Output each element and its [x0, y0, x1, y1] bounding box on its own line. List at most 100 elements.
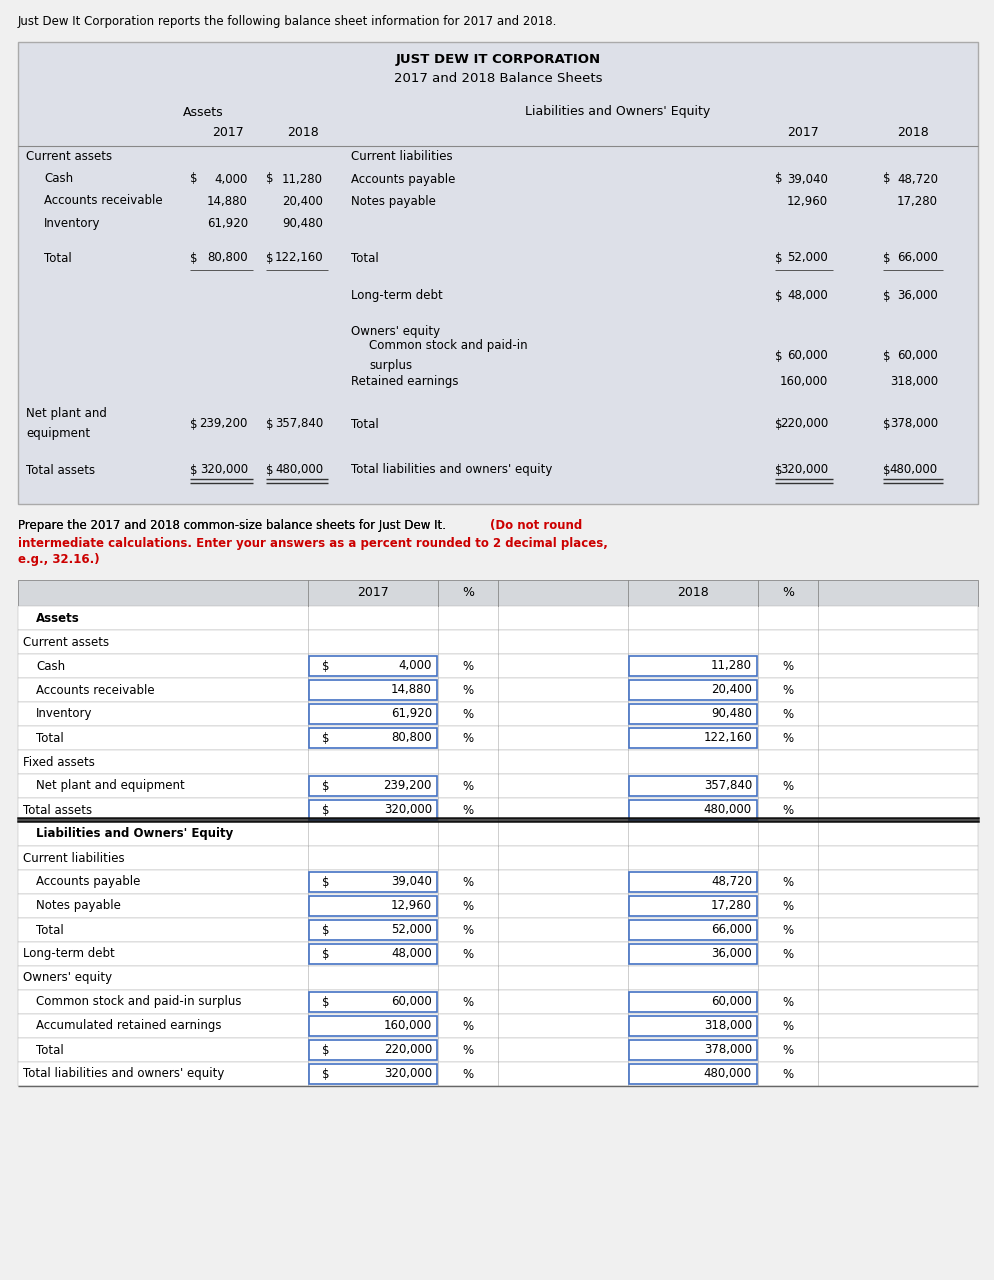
Text: 61,920: 61,920 [207, 216, 248, 229]
Text: $: $ [322, 731, 329, 745]
Bar [628, 704, 756, 724]
Text: 122,160: 122,160 [274, 251, 323, 265]
Bar [18, 630, 977, 654]
Text: Accounts payable: Accounts payable [36, 876, 140, 888]
Text: $: $ [265, 173, 273, 186]
Bar [18, 918, 977, 942]
Bar [309, 728, 436, 748]
Text: $: $ [322, 659, 329, 672]
Text: 39,040: 39,040 [786, 173, 827, 186]
Text: 36,000: 36,000 [711, 947, 751, 960]
Text: Common stock and paid-in: Common stock and paid-in [369, 339, 527, 352]
Text: $: $ [322, 804, 329, 817]
Text: 357,840: 357,840 [703, 780, 751, 792]
Text: $: $ [774, 463, 781, 476]
Text: Just Dew It Corporation reports the following balance sheet information for 2017: Just Dew It Corporation reports the foll… [18, 15, 557, 28]
Text: 2017: 2017 [357, 586, 389, 599]
Bar [18, 846, 977, 870]
Text: equipment: equipment [26, 428, 90, 440]
Text: 14,880: 14,880 [391, 684, 431, 696]
Text: Total liabilities and owners' equity: Total liabilities and owners' equity [23, 1068, 225, 1080]
Bar [18, 42, 977, 504]
Text: Total: Total [36, 731, 64, 745]
Text: 378,000: 378,000 [889, 417, 937, 430]
Bar [309, 1016, 436, 1036]
Bar [18, 1062, 977, 1085]
Text: Owners' equity: Owners' equity [351, 325, 439, 338]
Text: 14,880: 14,880 [207, 195, 248, 207]
Text: $: $ [190, 417, 197, 430]
Text: $: $ [322, 923, 329, 937]
Text: $: $ [322, 1068, 329, 1080]
Text: 17,280: 17,280 [897, 195, 937, 207]
Text: %: % [781, 996, 793, 1009]
Text: %: % [781, 804, 793, 817]
Bar [18, 942, 977, 966]
Text: Prepare the 2017 and 2018 common-size balance sheets for Just Dew It.: Prepare the 2017 and 2018 common-size ba… [18, 520, 449, 532]
Text: $: $ [774, 289, 781, 302]
Bar [18, 605, 977, 630]
Bar [18, 822, 977, 846]
Text: %: % [462, 804, 473, 817]
Bar [18, 750, 977, 774]
Text: $: $ [322, 876, 329, 888]
Text: 2018: 2018 [677, 586, 708, 599]
Text: Total assets: Total assets [26, 463, 95, 476]
Bar [309, 704, 436, 724]
Text: Long-term debt: Long-term debt [23, 947, 114, 960]
Bar [18, 701, 977, 726]
Text: $: $ [882, 289, 890, 302]
Text: $: $ [882, 463, 890, 476]
Bar [18, 580, 977, 1091]
Text: 66,000: 66,000 [897, 251, 937, 265]
Bar [309, 655, 436, 676]
Text: 20,400: 20,400 [282, 195, 323, 207]
Text: Common stock and paid-in surplus: Common stock and paid-in surplus [36, 996, 242, 1009]
Text: $: $ [190, 251, 197, 265]
Text: $: $ [265, 463, 273, 476]
Text: Total: Total [44, 251, 72, 265]
Text: Assets: Assets [36, 612, 80, 625]
Text: $: $ [322, 780, 329, 792]
Bar [18, 580, 977, 605]
Text: Accounts receivable: Accounts receivable [44, 195, 162, 207]
Bar [18, 726, 977, 750]
Text: $: $ [774, 349, 781, 362]
Text: Prepare the 2017 and 2018 common-size balance sheets for Just Dew It.: Prepare the 2017 and 2018 common-size ba… [18, 520, 449, 532]
Text: %: % [781, 1043, 793, 1056]
Text: Inventory: Inventory [44, 216, 100, 229]
Text: Current liabilities: Current liabilities [23, 851, 124, 864]
Bar [628, 920, 756, 940]
Text: %: % [781, 1068, 793, 1080]
Bar [18, 678, 977, 701]
Text: %: % [781, 731, 793, 745]
Text: $: $ [882, 349, 890, 362]
Bar [18, 1038, 977, 1062]
Text: surplus: surplus [369, 360, 412, 372]
Bar [628, 776, 756, 796]
Text: 12,960: 12,960 [786, 195, 827, 207]
Text: Current liabilities: Current liabilities [351, 151, 452, 164]
Text: 39,040: 39,040 [391, 876, 431, 888]
Text: 480,000: 480,000 [889, 463, 937, 476]
Text: %: % [462, 731, 473, 745]
Text: %: % [781, 947, 793, 960]
Text: 11,280: 11,280 [711, 659, 751, 672]
Bar [309, 896, 436, 916]
Text: 80,800: 80,800 [207, 251, 248, 265]
Text: intermediate calculations. Enter your answers as a percent rounded to 2 decimal : intermediate calculations. Enter your an… [18, 536, 607, 549]
Text: Liabilities and Owners' Equity: Liabilities and Owners' Equity [525, 105, 710, 119]
Text: 90,480: 90,480 [282, 216, 323, 229]
Text: %: % [462, 996, 473, 1009]
Text: Notes payable: Notes payable [351, 195, 435, 207]
Bar [309, 945, 436, 964]
Bar [628, 728, 756, 748]
Text: 11,280: 11,280 [281, 173, 323, 186]
Text: 122,160: 122,160 [703, 731, 751, 745]
Text: Total: Total [36, 1043, 64, 1056]
Text: 90,480: 90,480 [711, 708, 751, 721]
Text: 2017: 2017 [786, 125, 818, 138]
Text: 2018: 2018 [287, 125, 318, 138]
Text: Total liabilities and owners' equity: Total liabilities and owners' equity [351, 463, 552, 476]
Text: %: % [781, 900, 793, 913]
